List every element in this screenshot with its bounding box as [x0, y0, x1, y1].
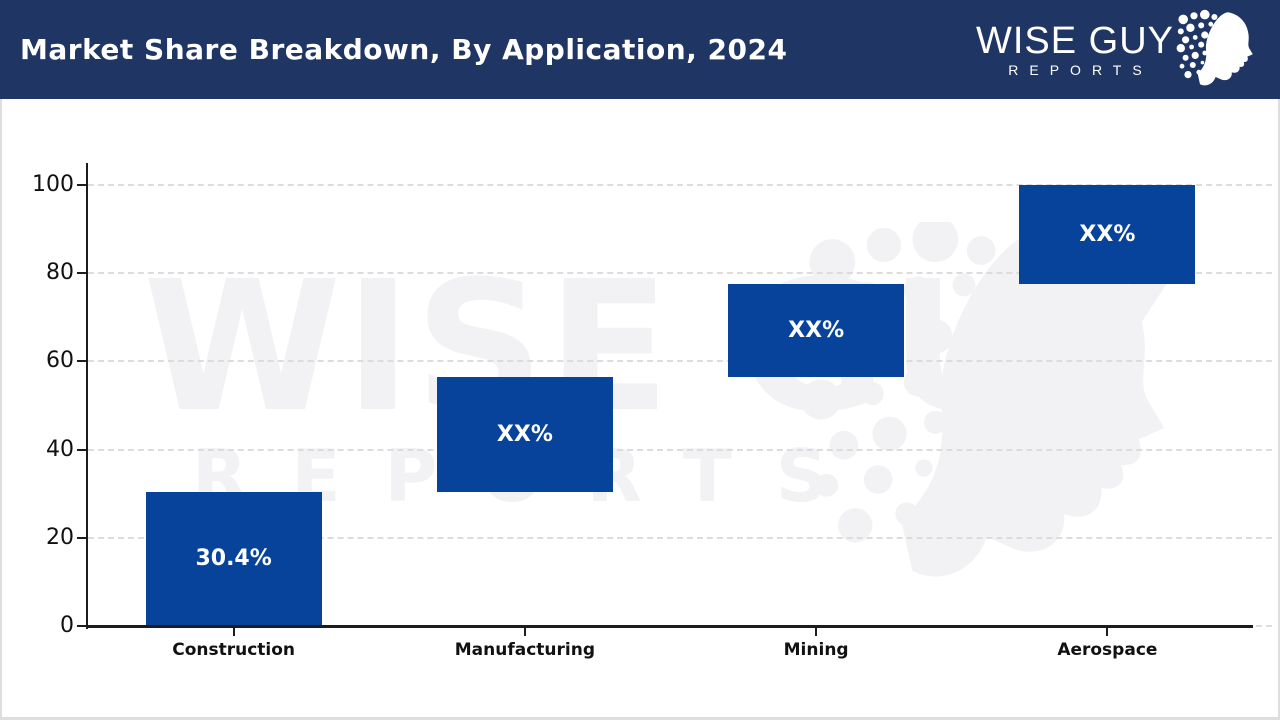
gridline-60	[88, 360, 1272, 363]
y-axis-tick-label-60: 60	[46, 348, 74, 374]
logo-text: WISE GUY REPORTS	[976, 21, 1174, 78]
y-axis-tick-label-0: 0	[60, 613, 74, 638]
frame-edge-bottom	[0, 717, 1280, 720]
gridline-20	[88, 536, 1272, 539]
bar-aerospace: XX%	[1019, 185, 1196, 285]
bar-mining: XX%	[728, 284, 905, 377]
frame-edge-right	[1278, 99, 1280, 720]
x-axis-tick-aerospace	[1106, 627, 1109, 636]
x-axis-tick-construction	[232, 627, 235, 636]
x-axis-line	[88, 625, 1253, 628]
y-axis-tick-60	[77, 360, 88, 363]
y-axis-tick-label-40: 40	[46, 436, 74, 462]
y-axis-tick-label-80: 80	[46, 260, 74, 286]
bar-value-label-aerospace: XX%	[1079, 222, 1136, 248]
y-axis-tick-0	[77, 625, 88, 627]
y-axis-tick-40	[77, 448, 88, 451]
header-bar: Market Share Breakdown, By Application, …	[0, 0, 1280, 99]
y-axis-tick-20	[77, 536, 88, 539]
y-axis-tick-80	[77, 272, 88, 275]
gridline-100	[88, 184, 1272, 186]
frame-edge-left	[0, 99, 2, 720]
logo-face-icon	[1176, 9, 1254, 91]
y-axis-tick-label-20: 20	[46, 524, 74, 550]
x-axis-tick-mining	[815, 627, 818, 636]
wise-guy-logo: WISE GUY REPORTS	[976, 9, 1254, 91]
bar-manufacturing: XX%	[436, 376, 613, 492]
y-axis-line	[86, 163, 88, 629]
bar-construction: 30.4%	[145, 491, 322, 626]
y-axis-tick-100	[77, 184, 88, 186]
bar-value-label-construction: 30.4%	[195, 546, 272, 572]
x-axis-label-manufacturing: Manufacturing	[454, 640, 595, 660]
logo-name: WISE GUY	[975, 20, 1174, 62]
bar-value-label-mining: XX%	[788, 318, 845, 344]
x-axis-label-mining: Mining	[783, 640, 849, 660]
x-axis-label-aerospace: Aerospace	[1057, 640, 1158, 660]
chart-title: Market Share Breakdown, By Application, …	[20, 33, 788, 66]
plot-area: 0 20 40 60 80 100 Construction Manufacturing Min…	[0, 99, 1280, 720]
x-axis-label-construction: Construction	[172, 640, 296, 660]
gridline-80	[88, 272, 1272, 275]
logo-tagline: REPORTS	[1008, 62, 1153, 78]
gridline-40	[88, 448, 1272, 451]
bar-value-label-manufacturing: XX%	[496, 421, 553, 447]
x-axis-tick-manufacturing	[523, 627, 526, 636]
y-axis-tick-label-100: 100	[32, 172, 74, 197]
